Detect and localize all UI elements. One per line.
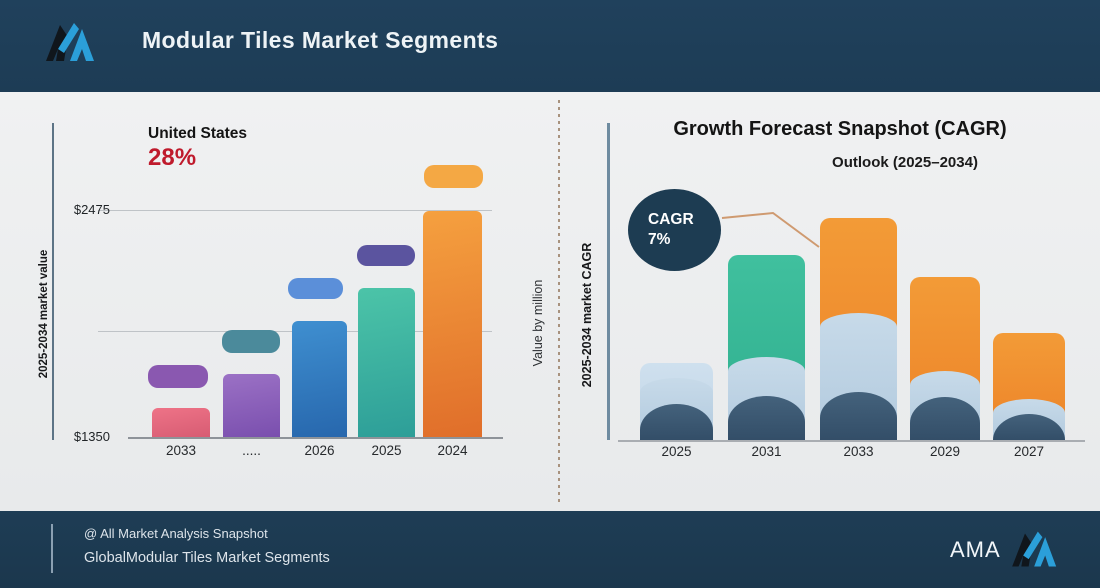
right-bar-2031 [728, 255, 805, 440]
footer-ama-logo-icon [1012, 531, 1057, 567]
right-bar-2025 [640, 363, 713, 440]
left-x-tick-2033: 2033 [165, 443, 197, 458]
footer: @ All Market Analysis Snapshot GlobalMod… [0, 511, 1100, 588]
right-bar-base-segment [820, 392, 897, 440]
cagr-badge: CAGR 7% [628, 189, 721, 271]
right-x-axis-line [618, 440, 1085, 442]
right-bar-2033 [820, 218, 897, 440]
charts-area: 2025-2034 market value United States 28%… [0, 92, 1100, 511]
left-x-tick-.....: ..... [242, 443, 261, 458]
left-x-tick-2026: 2026 [304, 443, 335, 458]
footer-title: GlobalModular Tiles Market Segments [84, 550, 330, 566]
left-bar-2033 [152, 408, 210, 437]
right-bar-2027 [993, 333, 1065, 440]
left-y-axis-line [52, 123, 54, 440]
left-bar-2025 [358, 288, 415, 437]
left-chart-highlight: 28% [148, 144, 197, 171]
right-y-axis-label: 2025-2034 market CAGR [580, 242, 594, 388]
right-bar-base-segment [728, 396, 805, 440]
page-title: Modular Tiles Market Segments [142, 27, 499, 53]
footer-brand-text: AMA [950, 537, 1001, 562]
left-bar-2026 [292, 321, 347, 437]
right-x-tick-2025: 2025 [661, 444, 692, 459]
y-tick-2475: $2475 [73, 202, 110, 217]
right-bar-2029 [910, 277, 980, 440]
left-chart-heading: United States [148, 125, 248, 142]
right-x-tick-2029: 2029 [929, 444, 961, 459]
right-bar-base-segment [910, 397, 980, 440]
ama-logo-icon [46, 23, 94, 61]
left-bar-cap-2033 [148, 365, 208, 388]
left-x-axis-line [128, 437, 503, 439]
right-y-axis-line [607, 123, 610, 440]
left-bar-cap-2026 [288, 278, 343, 299]
panel-divider [558, 100, 560, 502]
footer-credit: @ All Market Analysis Snapshot [84, 526, 268, 541]
footer-divider-line [51, 524, 53, 573]
left-bar-2024 [423, 211, 482, 437]
right-bar-base-segment [640, 404, 713, 440]
left-bar-cap-2025 [357, 245, 415, 266]
right-x-tick-2031: 2031 [751, 444, 782, 459]
right-chart-subtitle: Outlook (2025–2034) [832, 154, 978, 171]
right-x-tick-2033: 2033 [843, 444, 874, 459]
left-y-axis-label: 2025-2034 market value [38, 249, 50, 379]
value-by-million-label: Value by million [531, 279, 545, 367]
right-chart-title: Growth Forecast Snapshot (CAGR) [673, 118, 1007, 140]
header: Modular Tiles Market Segments [0, 0, 1100, 92]
left-bar-cap-..... [222, 330, 280, 353]
left-x-tick-2024: 2024 [437, 443, 468, 458]
y-tick-1350: $1350 [73, 429, 110, 444]
gridline-2475 [98, 210, 492, 211]
left-x-tick-2025: 2025 [371, 443, 402, 458]
left-bar-cap-2024 [424, 165, 483, 188]
cagr-badge-value: 7% [648, 231, 671, 248]
right-x-tick-2027: 2027 [1013, 444, 1045, 459]
left-bar-..... [223, 374, 280, 437]
cagr-badge-label: CAGR [648, 210, 694, 228]
